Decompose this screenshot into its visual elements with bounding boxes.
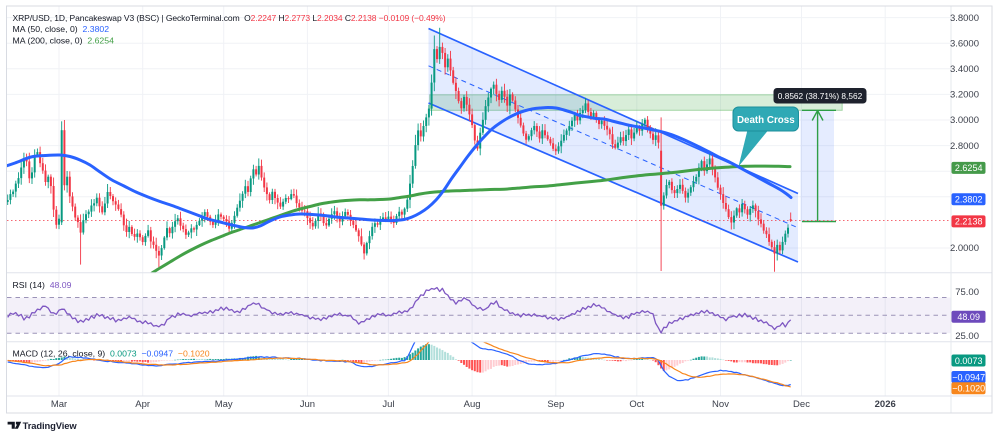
- svg-text:Mar: Mar: [51, 399, 67, 410]
- svg-text:3.0000: 3.0000: [950, 115, 979, 126]
- svg-text:3.6000: 3.6000: [950, 38, 979, 49]
- svg-text:−0.0947: −0.0947: [952, 372, 985, 382]
- svg-text:Jun: Jun: [300, 399, 315, 410]
- svg-text:2.6254: 2.6254: [955, 163, 983, 173]
- svg-text:Aug: Aug: [464, 399, 481, 410]
- svg-text:2.0000: 2.0000: [950, 243, 979, 254]
- svg-text:Jul: Jul: [382, 399, 394, 410]
- svg-text:TradingView: TradingView: [23, 420, 78, 431]
- svg-text:0.8562 (38.71%) 8,562: 0.8562 (38.71%) 8,562: [778, 91, 863, 101]
- svg-text:RSI (14) 48.09: RSI (14) 48.09: [13, 280, 72, 290]
- svg-text:MA (200, close, 0) 2.6254: MA (200, close, 0) 2.6254: [13, 36, 115, 46]
- svg-text:2.3802: 2.3802: [955, 195, 983, 205]
- svg-text:2026: 2026: [875, 399, 896, 410]
- svg-text:Oct: Oct: [629, 399, 644, 410]
- svg-text:3.4000: 3.4000: [950, 64, 979, 75]
- svg-text:75.00: 75.00: [955, 287, 979, 298]
- svg-text:−0.1020: −0.1020: [952, 384, 985, 394]
- svg-text:2.2138: 2.2138: [955, 217, 983, 227]
- svg-text:25.00: 25.00: [955, 331, 979, 342]
- svg-text:May: May: [215, 399, 233, 410]
- svg-text:Nov: Nov: [712, 399, 729, 410]
- svg-text:Sep: Sep: [547, 399, 564, 410]
- svg-text:48.09: 48.09: [957, 312, 980, 322]
- svg-text:Apr: Apr: [135, 399, 150, 410]
- svg-text:Dec: Dec: [793, 399, 810, 410]
- svg-text:MA (50, close, 0) 2.3802: MA (50, close, 0) 2.3802: [13, 24, 110, 34]
- svg-text:3.8000: 3.8000: [950, 13, 979, 24]
- svg-text:3.2000: 3.2000: [950, 90, 979, 101]
- svg-text:MACD (12, 26, close, 9) 0.007: MACD (12, 26, close, 9) 0.0073 −0.0947 −…: [13, 349, 210, 359]
- svg-text:Death Cross: Death Cross: [737, 115, 795, 126]
- svg-text:XRP/USD, 1D, Pancakeswap V3 (B: XRP/USD, 1D, Pancakeswap V3 (BSC) | Geck…: [13, 13, 446, 23]
- svg-text:0.0073: 0.0073: [955, 356, 983, 366]
- svg-text:2.8000: 2.8000: [950, 141, 979, 152]
